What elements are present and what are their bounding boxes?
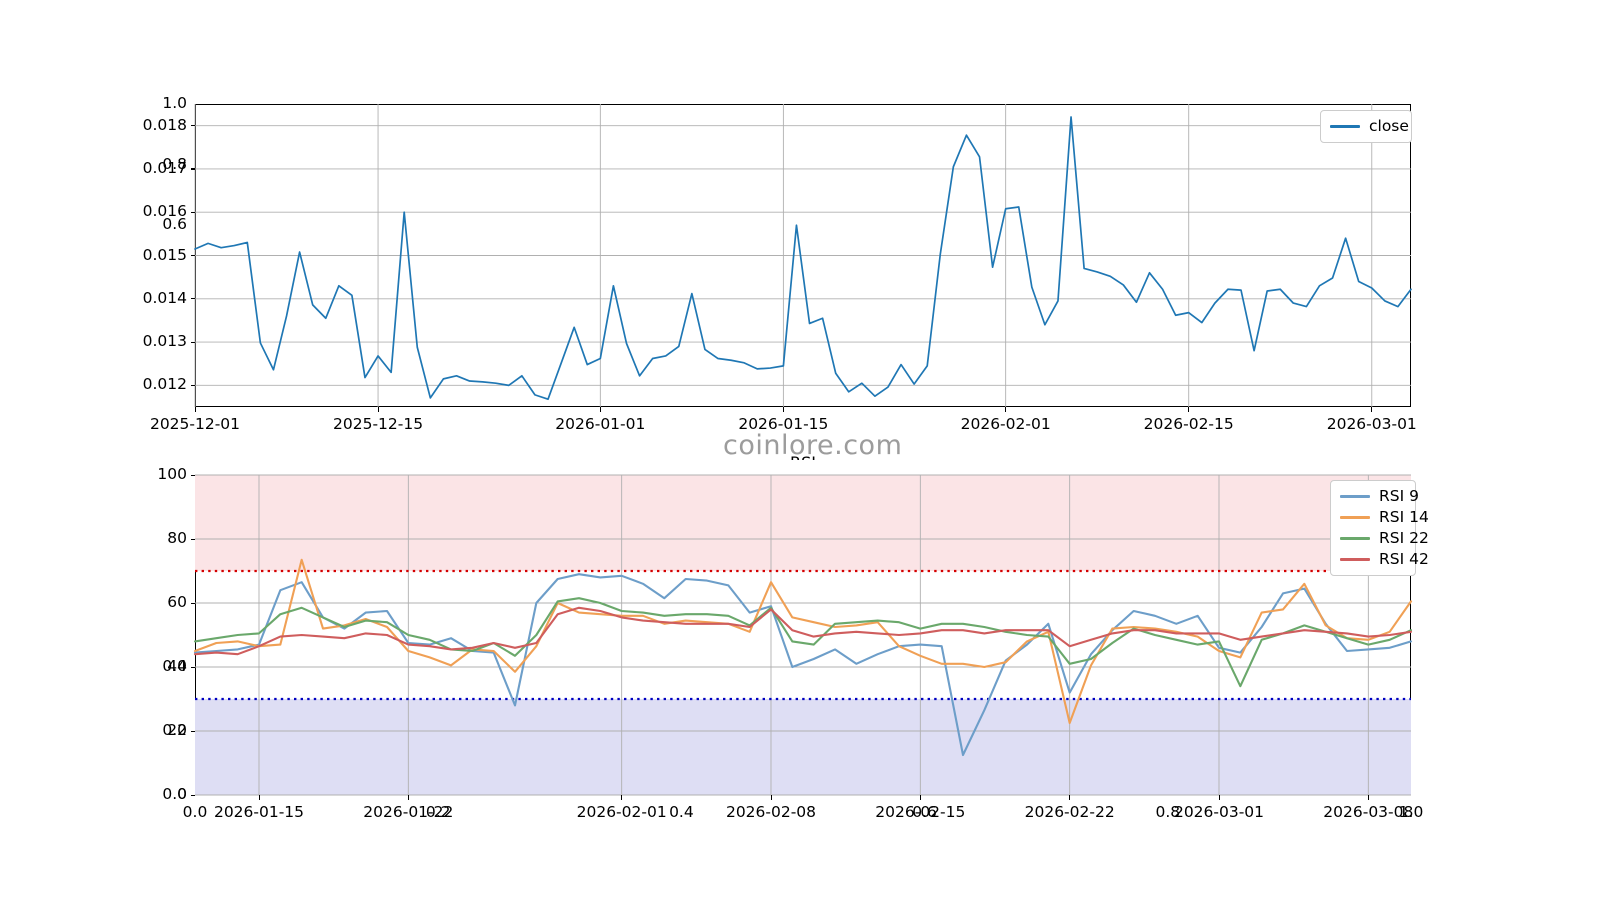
axis-tick xyxy=(1188,407,1190,412)
price-y-tick-label: 0.013 xyxy=(142,332,187,351)
legend-color-swatch-icon xyxy=(1340,515,1370,520)
axis-tick xyxy=(919,795,922,800)
axis-tick xyxy=(407,795,410,800)
axis-tick xyxy=(1371,407,1373,412)
rsi-x-tick-label: 2026-02-01 xyxy=(576,803,667,821)
rsi-legend-label: RSI 22 xyxy=(1379,528,1429,547)
rsi-y-tick-label: 100 xyxy=(157,465,187,483)
price-legend[interactable]: close xyxy=(1320,110,1412,143)
axis-tick xyxy=(190,341,195,343)
price-y-tick-label: 0.015 xyxy=(142,245,187,264)
axis-tick xyxy=(190,794,195,796)
rsi-legend-item[interactable]: RSI 14 xyxy=(1340,507,1429,528)
legend-color-swatch-icon xyxy=(1340,536,1370,541)
rsi-x-tick-label-normalized: 0.6 xyxy=(912,803,937,821)
rsi-x-tick-label: 2026-03-01 xyxy=(1173,803,1265,821)
price-y-tick-label: 0.017 xyxy=(142,158,187,177)
rsi-legend-item[interactable]: RSI 9 xyxy=(1340,486,1419,507)
price-y-tick-label-normalized: 1.0 xyxy=(162,94,187,112)
price-x-tick-label: 2026-01-15 xyxy=(738,415,829,433)
rsi-x-tick-label: 2026-01-22 xyxy=(363,803,454,821)
axis-tick xyxy=(599,407,602,412)
axis-tick xyxy=(782,407,785,412)
price-x-tick-label: 2025-12-15 xyxy=(333,415,424,433)
axis-tick xyxy=(190,168,195,170)
rsi-x-tick-label: 2026-03-08 xyxy=(1323,803,1414,821)
axis-tick xyxy=(194,407,196,412)
axis-tick xyxy=(190,298,195,300)
price-legend-label: close xyxy=(1369,116,1409,135)
price-series-layer xyxy=(194,104,1412,407)
legend-color-swatch-icon xyxy=(1340,557,1370,562)
axis-tick xyxy=(1005,407,1007,412)
rsi-legend-item[interactable]: RSI 42 xyxy=(1340,549,1429,570)
rsi-legend[interactable]: RSI 9 RSI 14 RSI 22 RSI 42 xyxy=(1330,480,1429,576)
rsi-y-tick-label: 60 xyxy=(167,593,187,611)
price-x-tick-label: 2026-02-15 xyxy=(1143,415,1234,433)
price-chart-panel: 0.012 0.013 0.014 0.015 0.016 0.017 0.018 0.6 0… xyxy=(142,94,1417,433)
rsi-chart-panel: 0 20 40 60 80 100 0.0 0.2 0.4 2026-01-15 2026-01… xyxy=(0,460,1600,900)
axis-tick xyxy=(190,666,195,668)
rsi-y-tick-label: 40 xyxy=(167,657,187,675)
axis-tick xyxy=(190,730,195,732)
rsi-x-tick-label-normalized: 0.4 xyxy=(669,803,694,821)
price-y-tick-label: 0.012 xyxy=(142,375,187,394)
rsi-legend-label: RSI 9 xyxy=(1379,486,1419,505)
rsi-legend-item[interactable]: RSI 22 xyxy=(1340,528,1429,549)
axis-tick xyxy=(190,211,195,213)
watermark: coinlore.com xyxy=(723,430,903,461)
axis-tick xyxy=(621,795,623,800)
rsi-x-tick-label-normalized: 0.8 xyxy=(1155,803,1181,821)
rsi-x-tick-label: 2026-02-08 xyxy=(725,803,817,821)
axis-tick xyxy=(190,384,195,387)
rsi-legend-label: RSI 14 xyxy=(1379,507,1429,526)
axis-tick xyxy=(190,538,195,540)
axis-tick xyxy=(1367,795,1370,800)
rsi-x-tick-label-normalized: 0.2 xyxy=(425,803,451,821)
rsi-y-tick-label-normalized: 0.4 xyxy=(162,657,187,675)
axis-tick xyxy=(770,795,772,800)
axis-tick xyxy=(190,474,195,476)
axis-tick xyxy=(1218,795,1220,800)
rsi-x-tick-label-normalized: 1.0 xyxy=(1398,803,1424,821)
rsi-y-tick-label-normalized: 0.0 xyxy=(162,785,187,803)
price-y-tick-label: 0.018 xyxy=(142,115,187,134)
rsi-x-tick-label: 2026-02-15 xyxy=(875,803,966,821)
rsi-y-tick-label: 20 xyxy=(167,721,187,739)
rsi-y-tick-label: 0 xyxy=(177,785,187,803)
price-y-tick-label: 0.014 xyxy=(142,288,187,307)
axis-tick xyxy=(1069,795,1071,800)
rsi-y-tick-label-normalized: 0.2 xyxy=(162,721,187,739)
rsi-legend-label: RSI 42 xyxy=(1379,549,1429,568)
price-x-tick-label: 2026-01-01 xyxy=(555,415,646,433)
legend-color-swatch-icon xyxy=(1330,125,1360,128)
price-x-tick-label: 2025-12-01 xyxy=(149,415,241,433)
price-legend-item[interactable]: close xyxy=(1330,116,1409,137)
price-y-tick-label-normalized: 0.6 xyxy=(162,215,187,234)
legend-color-swatch-icon xyxy=(1340,494,1370,499)
axis-tick xyxy=(190,125,195,127)
price-y-tick-label: 0.016 xyxy=(142,202,187,221)
rsi-y-tick-label: 80 xyxy=(167,529,187,547)
price-x-tick-label: 2026-03-01 xyxy=(1326,415,1417,433)
axis-tick xyxy=(377,407,379,412)
axis-tick xyxy=(190,602,195,604)
axis-tick xyxy=(190,255,195,257)
axis-tick xyxy=(258,795,260,800)
rsi-x-tick-label: 2026-01-15 xyxy=(213,803,305,821)
price-y-tick-label-normalized: 0.8 xyxy=(162,154,187,173)
price-x-tick-label: 2026-02-01 xyxy=(960,415,1051,433)
rsi-x-tick-label-normalized: 0.0 xyxy=(182,803,208,821)
rsi-series-layer xyxy=(193,474,1413,796)
rsi-x-tick-label: 2026-02-22 xyxy=(1024,803,1115,821)
